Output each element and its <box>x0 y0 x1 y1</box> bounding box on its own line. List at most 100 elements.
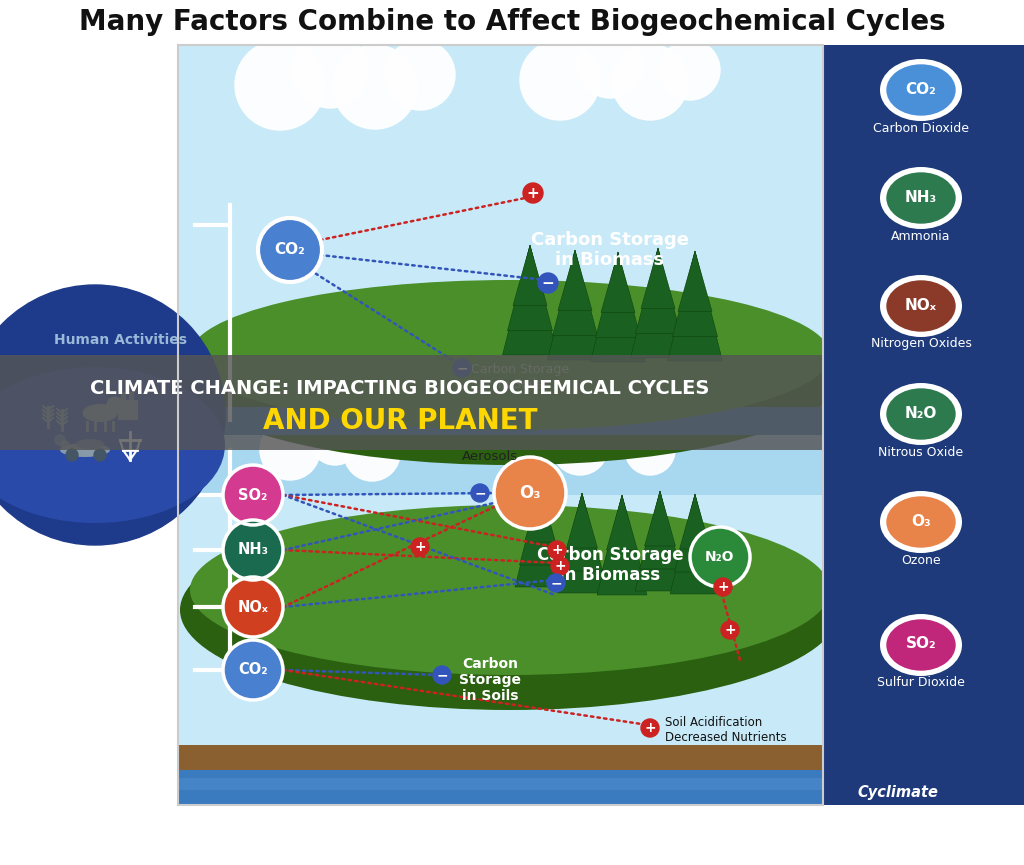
Ellipse shape <box>887 389 955 439</box>
Polygon shape <box>673 251 718 336</box>
Text: Sulfur Dioxide: Sulfur Dioxide <box>878 676 965 689</box>
Ellipse shape <box>880 275 962 337</box>
Ellipse shape <box>60 443 110 457</box>
Text: Many Factors Combine to Affect Biogeochemical Cycles: Many Factors Combine to Affect Biogeoche… <box>79 8 945 36</box>
Circle shape <box>344 425 400 481</box>
Polygon shape <box>641 248 675 309</box>
Circle shape <box>552 419 608 475</box>
Circle shape <box>94 449 106 461</box>
Text: Ammonia: Ammonia <box>891 229 950 242</box>
FancyBboxPatch shape <box>614 331 622 362</box>
Circle shape <box>471 484 489 502</box>
Text: +: + <box>644 721 655 735</box>
Circle shape <box>547 574 565 592</box>
Circle shape <box>223 640 283 700</box>
Text: NH₃: NH₃ <box>905 189 937 204</box>
Circle shape <box>310 415 360 465</box>
Circle shape <box>106 397 123 413</box>
Circle shape <box>433 666 451 684</box>
Ellipse shape <box>880 59 962 121</box>
Circle shape <box>660 40 720 100</box>
Polygon shape <box>597 495 647 595</box>
Circle shape <box>523 183 543 203</box>
Ellipse shape <box>180 510 840 710</box>
Text: CLIMATE CHANGE: IMPACTING BIOGEOCHEMICAL CYCLES: CLIMATE CHANGE: IMPACTING BIOGEOCHEMICAL… <box>90 380 710 399</box>
FancyBboxPatch shape <box>121 392 126 400</box>
Text: Carbon
Storage
in Soils: Carbon Storage in Soils <box>459 657 521 703</box>
Polygon shape <box>558 250 592 311</box>
Circle shape <box>641 719 659 737</box>
Circle shape <box>385 40 455 110</box>
FancyBboxPatch shape <box>657 563 663 591</box>
Circle shape <box>520 40 600 120</box>
FancyBboxPatch shape <box>178 435 823 495</box>
Circle shape <box>453 359 471 377</box>
Text: +: + <box>414 540 426 554</box>
Text: Carbon Storage
in Soils: Carbon Storage in Soils <box>471 363 569 391</box>
FancyBboxPatch shape <box>178 407 823 435</box>
FancyBboxPatch shape <box>579 565 585 593</box>
Polygon shape <box>519 487 560 565</box>
Text: −: − <box>542 275 554 291</box>
Circle shape <box>223 577 283 637</box>
Circle shape <box>411 538 429 556</box>
Ellipse shape <box>190 505 830 675</box>
Polygon shape <box>548 250 602 360</box>
FancyBboxPatch shape <box>654 327 662 358</box>
Ellipse shape <box>880 491 962 553</box>
Ellipse shape <box>76 439 104 449</box>
Polygon shape <box>561 493 602 571</box>
FancyBboxPatch shape <box>129 392 134 400</box>
FancyBboxPatch shape <box>178 745 823 805</box>
FancyBboxPatch shape <box>571 330 579 360</box>
Text: Aerosols: Aerosols <box>462 451 518 464</box>
Text: CO₂: CO₂ <box>274 242 305 258</box>
Polygon shape <box>631 248 685 358</box>
FancyBboxPatch shape <box>0 355 824 450</box>
Polygon shape <box>503 245 557 355</box>
Circle shape <box>223 520 283 580</box>
FancyBboxPatch shape <box>537 559 543 587</box>
Circle shape <box>721 621 739 639</box>
Polygon shape <box>670 494 720 594</box>
Text: CO₂: CO₂ <box>239 663 268 677</box>
Polygon shape <box>524 487 555 542</box>
Text: +: + <box>551 543 563 557</box>
Text: −: − <box>436 668 447 682</box>
Polygon shape <box>566 493 597 548</box>
Circle shape <box>612 44 688 120</box>
Text: Human Activities: Human Activities <box>53 333 186 347</box>
Polygon shape <box>635 491 685 591</box>
Circle shape <box>494 457 566 529</box>
Polygon shape <box>508 245 553 330</box>
Text: +: + <box>724 623 736 637</box>
Circle shape <box>0 285 225 545</box>
FancyBboxPatch shape <box>178 385 823 435</box>
Circle shape <box>714 578 732 596</box>
Ellipse shape <box>887 620 955 670</box>
Ellipse shape <box>190 280 830 430</box>
Polygon shape <box>601 495 642 573</box>
Polygon shape <box>553 250 598 336</box>
FancyBboxPatch shape <box>178 778 823 790</box>
Polygon shape <box>636 248 681 334</box>
Ellipse shape <box>887 173 955 223</box>
Text: +: + <box>717 580 729 594</box>
Text: Nitrogen Oxides: Nitrogen Oxides <box>870 337 972 350</box>
Ellipse shape <box>880 614 962 676</box>
Text: +: + <box>554 559 566 573</box>
Polygon shape <box>513 245 547 305</box>
Circle shape <box>66 449 78 461</box>
FancyBboxPatch shape <box>178 435 823 805</box>
Text: Carbon Storage
in Biomass: Carbon Storage in Biomass <box>531 231 689 269</box>
Text: Cyclimate: Cyclimate <box>857 785 938 800</box>
Text: Nitrous Oxide: Nitrous Oxide <box>879 445 964 458</box>
FancyBboxPatch shape <box>178 45 823 435</box>
Text: CO₂: CO₂ <box>905 81 936 97</box>
Text: NOₓ: NOₓ <box>238 599 268 614</box>
Circle shape <box>596 415 640 459</box>
Circle shape <box>538 273 558 293</box>
Text: −: − <box>474 486 485 500</box>
Polygon shape <box>515 487 565 587</box>
Text: AND OUR PLANET: AND OUR PLANET <box>263 407 538 435</box>
